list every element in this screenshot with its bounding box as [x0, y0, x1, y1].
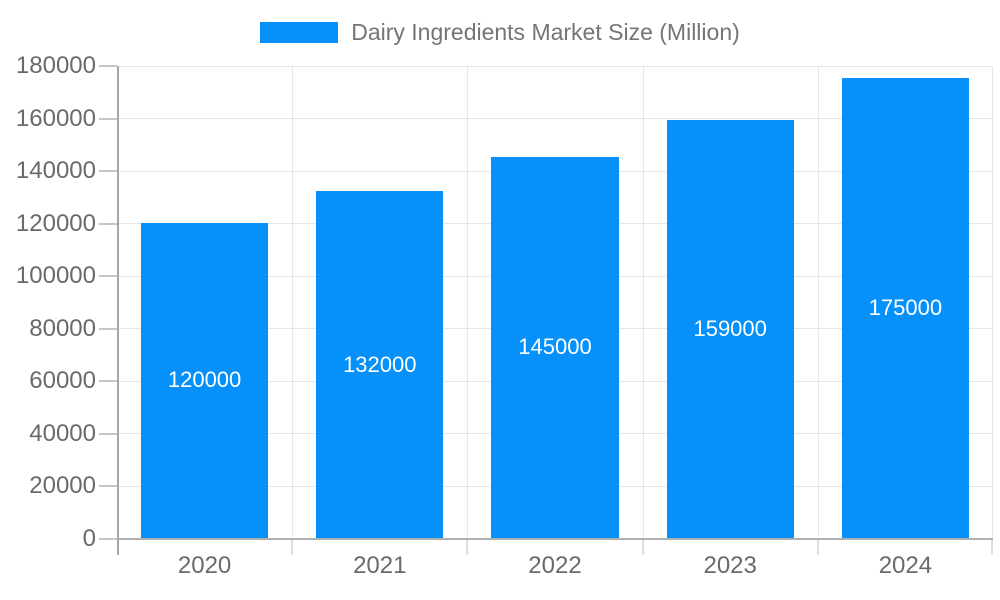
- y-tick-label: 80000: [29, 314, 96, 342]
- y-tick: [99, 380, 117, 383]
- x-tick-label: 2022: [528, 552, 582, 579]
- x-tick: [991, 539, 993, 555]
- x-tick-label: 2020: [177, 552, 232, 579]
- y-tick: [99, 432, 117, 435]
- x-axis-line: [117, 538, 993, 540]
- y-tick: [99, 222, 117, 225]
- v-gridline: [642, 66, 644, 539]
- y-tick-label: 180000: [15, 52, 96, 79]
- h-gridline: [117, 118, 993, 120]
- y-tick-label: 60000: [29, 367, 96, 395]
- y-tick: [99, 275, 117, 278]
- v-gridline: [992, 66, 993, 539]
- chart-legend: Dairy Ingredients Market Size (Million): [0, 19, 1000, 46]
- bar-value-label: 159000: [693, 316, 767, 342]
- x-tick-label: 2023: [703, 552, 757, 579]
- y-tick: [99, 538, 117, 540]
- bar: 132000: [316, 191, 444, 538]
- y-tick: [99, 327, 117, 330]
- bar: 145000: [491, 156, 619, 538]
- x-tick: [641, 539, 644, 555]
- y-tick-label: 160000: [15, 104, 96, 132]
- bar-value-label: 132000: [343, 351, 417, 377]
- bar: 159000: [666, 120, 794, 538]
- y-tick: [99, 65, 117, 67]
- y-tick-label: 40000: [29, 419, 96, 447]
- y-tick-label: 120000: [15, 209, 96, 237]
- bar-value-label: 145000: [518, 334, 592, 360]
- x-tick: [291, 539, 294, 555]
- legend-swatch: [260, 22, 339, 43]
- y-tick: [99, 117, 117, 120]
- y-tick-label: 0: [82, 525, 96, 552]
- legend-label: Dairy Ingredients Market Size (Million): [351, 19, 740, 45]
- y-tick: [99, 485, 117, 488]
- v-gridline: [817, 66, 819, 539]
- y-tick-label: 140000: [15, 157, 96, 185]
- h-gridline: [117, 65, 993, 67]
- x-tick-label: 2021: [353, 552, 407, 579]
- bar-value-label: 120000: [167, 367, 242, 393]
- y-tick-label: 20000: [29, 472, 96, 500]
- bar-value-label: 175000: [868, 295, 943, 321]
- y-tick-label: 100000: [15, 262, 96, 290]
- plot-area: 0 20000 40000 60000 80000 100000 120000 140000 1…: [16, 52, 993, 579]
- y-axis-line: [117, 66, 119, 555]
- bar: 175000: [841, 78, 969, 538]
- x-tick-label: 2024: [878, 552, 933, 579]
- bar: 120000: [141, 222, 269, 538]
- v-gridline: [292, 66, 294, 539]
- y-tick: [99, 170, 117, 173]
- v-gridline: [467, 66, 469, 539]
- x-tick: [466, 539, 469, 555]
- x-tick: [816, 539, 819, 555]
